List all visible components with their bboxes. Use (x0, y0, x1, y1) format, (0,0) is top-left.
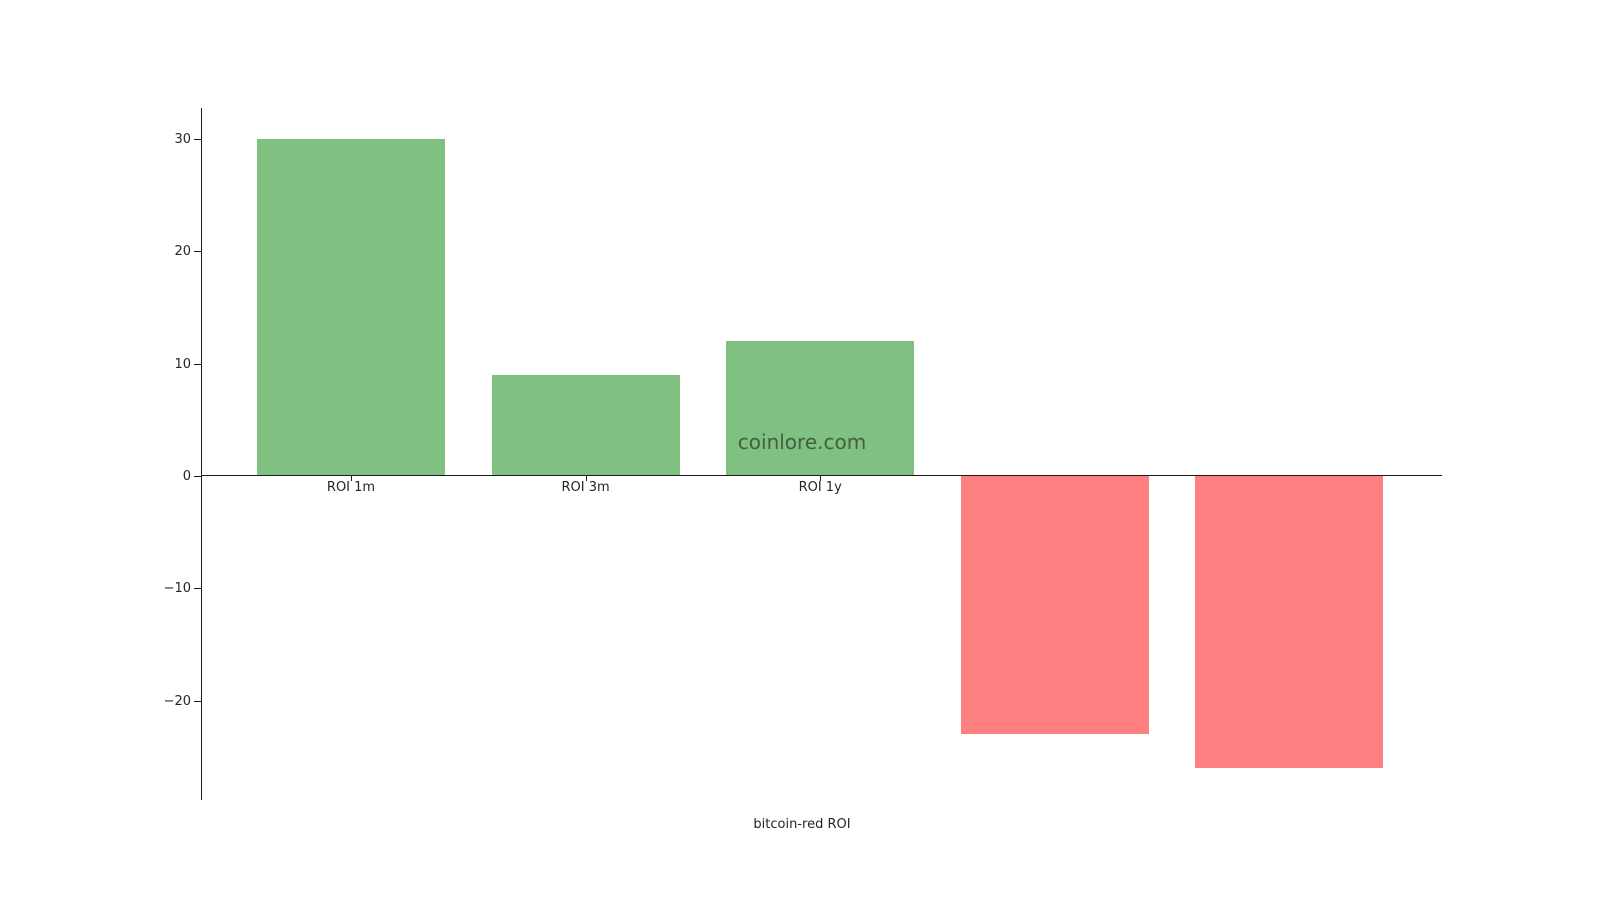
y-tick-mark (194, 139, 201, 141)
y-tick-label: 30 (174, 132, 191, 148)
x-tick-mark (820, 476, 822, 481)
x-tick-label: ROI 1y (798, 480, 842, 495)
y-tick-mark (194, 476, 201, 477)
x-tick-label: ROI 3m (561, 480, 610, 495)
y-tick-mark (194, 700, 201, 702)
y-tick-label: 20 (174, 244, 191, 260)
y-tick-mark (194, 363, 201, 365)
bar-negative-3 (960, 476, 1149, 735)
y-tick-mark (194, 588, 201, 590)
x-tick-mark (351, 476, 352, 481)
bar-roi-1m (257, 139, 445, 476)
x-axis-title: bitcoin-red ROI (753, 817, 851, 832)
y-tick-label: 0 (182, 469, 191, 484)
bar-roi-1y (726, 341, 915, 476)
y-axis-spine (201, 108, 202, 800)
watermark-text: coinlore.com (737, 430, 867, 454)
x-tick-mark (585, 476, 587, 481)
bar-roi-3m (491, 374, 680, 476)
y-tick-label: 10 (174, 356, 191, 372)
y-tick-mark (194, 251, 201, 253)
y-tick-label: −10 (163, 581, 191, 597)
x-axis-zero-line (201, 475, 1442, 476)
y-tick-label: −20 (163, 693, 191, 709)
x-tick-label: ROI 1m (326, 480, 376, 495)
bar-negative-4 (1195, 476, 1384, 768)
